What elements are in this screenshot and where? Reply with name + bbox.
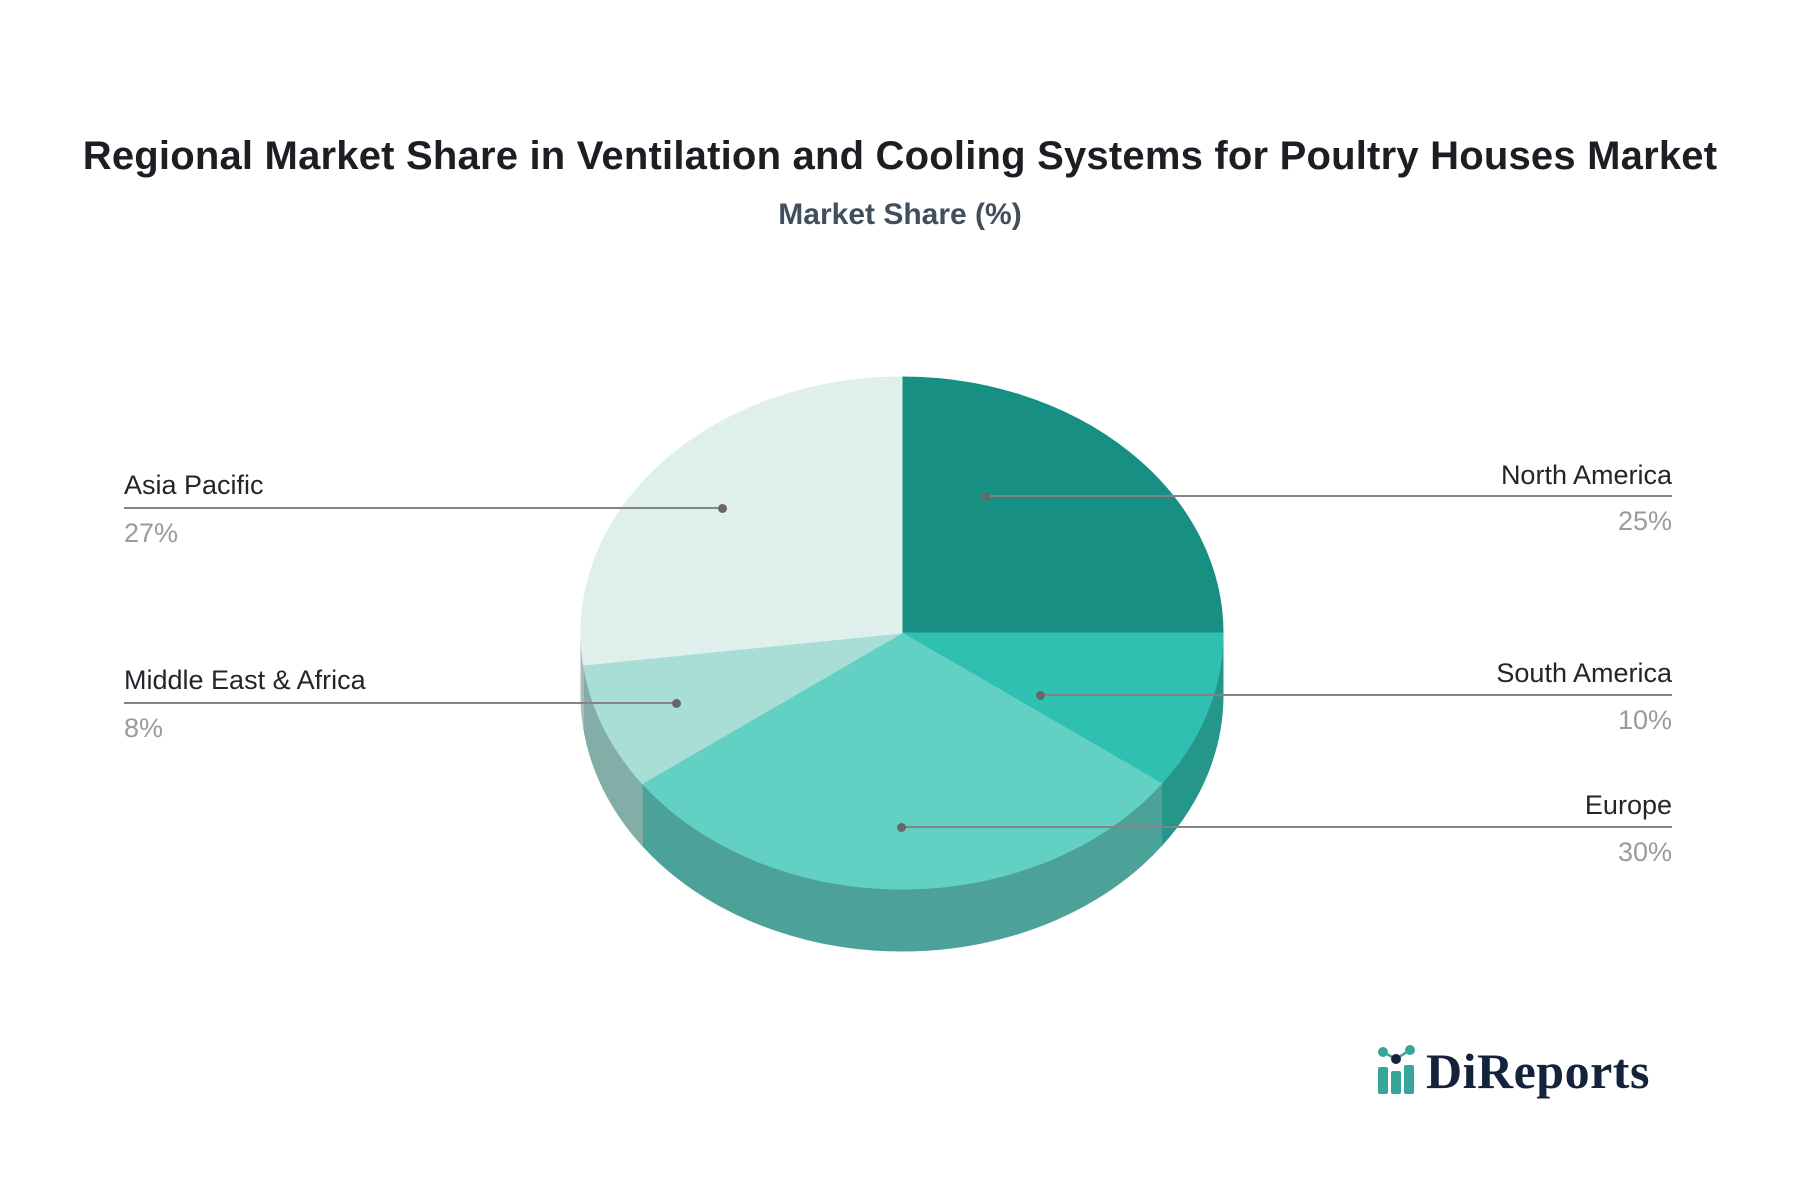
slice-pct-middle-east-africa: 8% <box>124 713 164 743</box>
direports-logo-icon <box>1378 1045 1415 1094</box>
slice-label-south-america: South America <box>1496 658 1672 688</box>
leader-dot-north-america <box>981 492 990 501</box>
leader-dot-south-america <box>1036 691 1045 700</box>
leader-line-south-america <box>1040 694 1672 696</box>
slice-label-north-america: North America <box>1500 460 1672 490</box>
slice-pct-south-america: 10% <box>1617 705 1672 735</box>
slice-pct-europe: 30% <box>1617 837 1672 867</box>
slice-label-asia-pacific: Asia Pacific <box>124 470 264 500</box>
leader-dot-asia-pacific <box>718 504 727 513</box>
leader-line-north-america <box>985 495 1672 497</box>
leader-dot-europe <box>897 823 906 832</box>
direports-logo-text: DiReports <box>1426 1043 1650 1099</box>
direports-logo: DiReports <box>1372 1036 1650 1096</box>
chart-title: Regional Market Share in Ventilation and… <box>82 134 1718 178</box>
slice-pct-asia-pacific: 27% <box>124 518 179 548</box>
leader-line-middle-east-africa <box>124 702 676 704</box>
slice-pct-north-america: 25% <box>1617 506 1672 536</box>
slice-label-middle-east-africa: Middle East & Africa <box>124 665 366 695</box>
leader-dot-middle-east-africa <box>672 699 681 708</box>
slice-label-europe: Europe <box>1584 790 1672 820</box>
leader-line-asia-pacific <box>124 507 722 509</box>
chart-subtitle: Market Share (%) <box>778 198 1022 231</box>
leader-line-europe <box>901 826 1672 828</box>
